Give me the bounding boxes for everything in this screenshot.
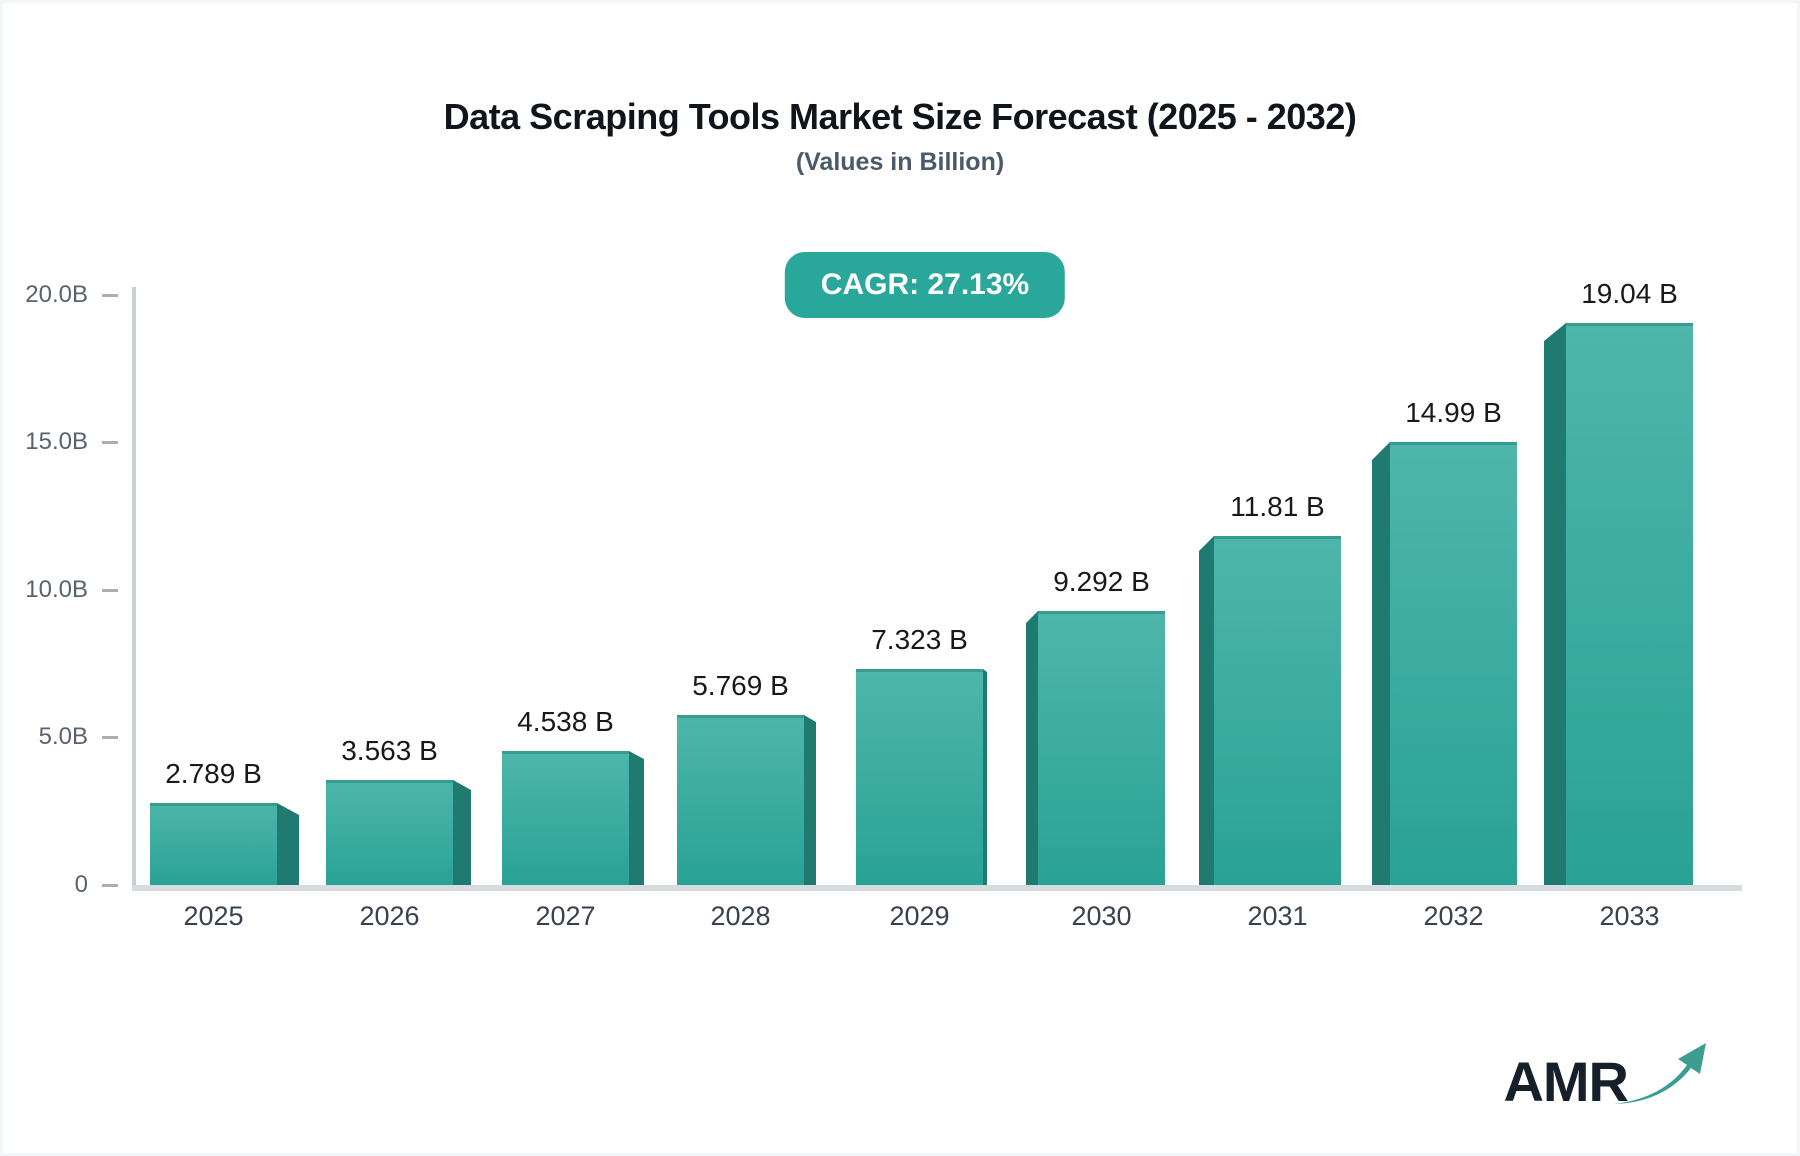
bar-value-label-2025: 2.789 B (165, 758, 262, 789)
x-axis-label-2029: 2029 (889, 901, 950, 931)
bar-value-label-2033: 19.04 B (1581, 278, 1678, 309)
bar-2025 (150, 803, 277, 885)
bar-side-face-2027 (629, 751, 644, 885)
x-axis-label-2026: 2026 (359, 901, 420, 931)
y-axis-line (132, 287, 136, 891)
bar-2026 (326, 780, 453, 885)
bar-2031 (1214, 536, 1341, 885)
y-tick-10.0B (102, 589, 118, 592)
x-axis-baseline (132, 885, 1742, 891)
chart-subtitle: (Values in Billion) (795, 148, 1005, 176)
bar-2030 (1038, 611, 1165, 885)
y-tick-15.0B (102, 441, 118, 444)
x-axis-label-2025: 2025 (183, 901, 244, 931)
y-tick-label-10.0B: 10.0B (25, 576, 88, 603)
bar-value-label-2030: 9.292 B (1053, 566, 1150, 597)
x-axis-label-2032: 2032 (1423, 901, 1484, 931)
bar-2027 (502, 751, 629, 885)
x-axis-label-2027: 2027 (535, 901, 596, 931)
bar-value-label-2032: 14.99 B (1405, 397, 1502, 428)
bar-side-face-2030 (1026, 611, 1038, 885)
y-tick-20.0B (102, 294, 118, 297)
bar-side-face-2032 (1372, 442, 1390, 885)
bar-2033 (1566, 323, 1693, 885)
bar-side-face-2026 (453, 780, 471, 885)
y-tick-5.0B (102, 736, 118, 739)
x-axis-label-2031: 2031 (1247, 901, 1308, 931)
x-axis-label-2030: 2030 (1071, 901, 1132, 931)
bar-side-face-2028 (804, 715, 816, 885)
amr-logo: AMR (1503, 1038, 1708, 1110)
chart-title: Data Scraping Tools Market Size Forecast… (443, 96, 1357, 137)
cagr-badge: CAGR: 27.13% (784, 252, 1066, 318)
bar-side-face-2033 (1544, 323, 1566, 885)
amr-logo-text: AMR (1503, 1050, 1629, 1113)
bar-2032 (1390, 442, 1517, 885)
bar-2028 (677, 715, 804, 885)
y-tick-label-0: 0 (74, 871, 88, 898)
bar-2029 (856, 669, 983, 885)
y-tick-0 (102, 884, 118, 887)
y-tick-label-5.0B: 5.0B (38, 723, 88, 750)
bar-value-label-2028: 5.769 B (692, 670, 789, 701)
bar-value-label-2026: 3.563 B (341, 735, 438, 766)
bar-value-label-2029: 7.323 B (871, 624, 968, 655)
bar-side-face-2029 (983, 669, 987, 885)
growth-arrow-icon (1614, 1043, 1706, 1104)
x-axis-label-2033: 2033 (1599, 901, 1660, 931)
bar-value-label-2027: 4.538 B (517, 706, 614, 737)
y-tick-label-20.0B: 20.0B (25, 281, 88, 308)
x-axis-label-2028: 2028 (710, 901, 771, 931)
bar-side-face-2025 (277, 803, 299, 885)
bar-value-label-2031: 11.81 B (1230, 491, 1325, 522)
bar-side-face-2031 (1199, 536, 1214, 885)
y-tick-label-15.0B: 15.0B (25, 428, 88, 455)
